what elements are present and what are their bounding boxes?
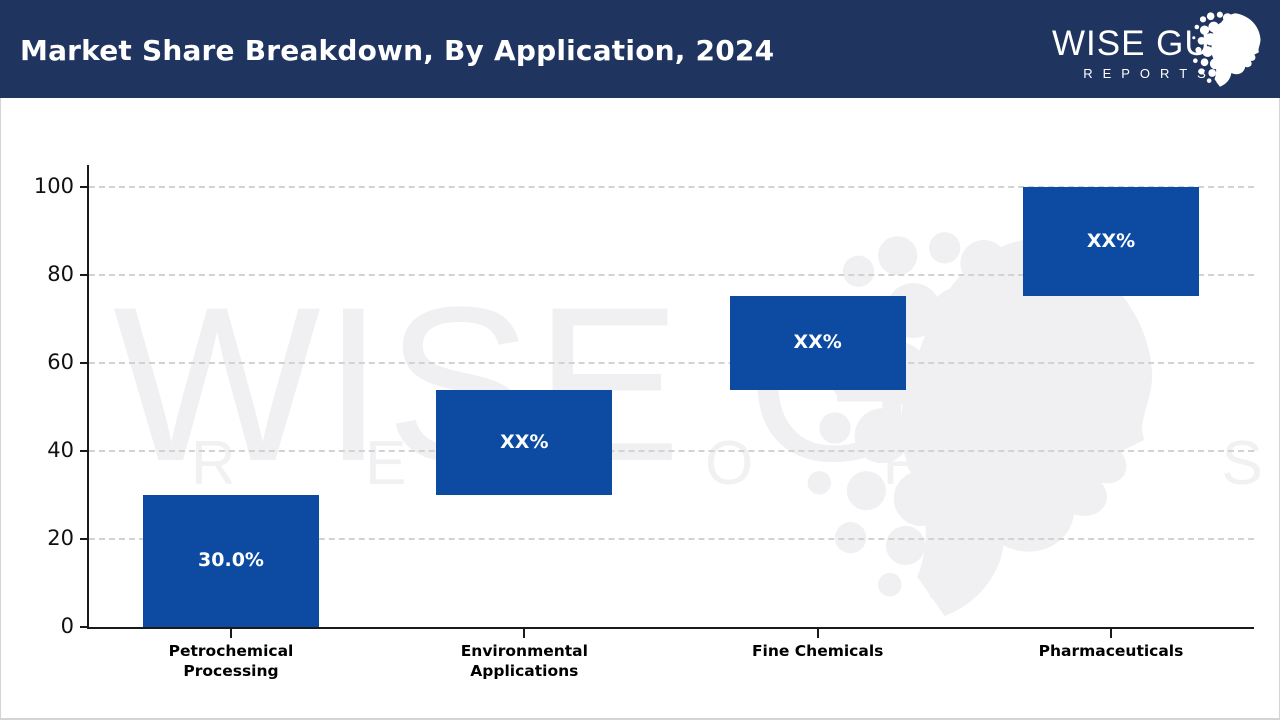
y-tick-label: 20	[47, 526, 74, 550]
x-category-label: Pharmaceuticals	[981, 641, 1241, 661]
wiseguy-logo: WISE GUY REPORTS	[1022, 6, 1272, 94]
y-tick-label: 100	[33, 174, 74, 198]
y-tick-mark	[80, 362, 89, 364]
x-category-label: Fine Chemicals	[688, 641, 948, 661]
y-tick-label: 40	[47, 438, 74, 462]
x-tick-mark	[816, 629, 819, 638]
bar-segment: 30.0%	[143, 495, 319, 627]
x-category-label-line: Processing	[183, 662, 279, 680]
y-axis-line	[87, 165, 89, 629]
header-band: Market Share Breakdown, By Application, …	[0, 0, 1280, 98]
bar-value-label: XX%	[1086, 229, 1136, 252]
x-category-label-line: Pharmaceuticals	[1038, 642, 1184, 660]
bar-segment: XX%	[729, 296, 906, 391]
bar-value-label: XX%	[500, 430, 549, 453]
bar-segment: XX%	[436, 390, 613, 495]
chart-canvas: WISE GU R E P O R T S 0 20 40 60 80 100 30.0% P…	[0, 98, 1280, 720]
y-tick-mark	[80, 626, 89, 628]
y-tick-label: 0	[60, 614, 74, 638]
bar-value-label: XX%	[793, 331, 842, 354]
x-category-label-line: Petrochemical	[168, 642, 294, 660]
x-category-label: Environmental Applications	[394, 641, 654, 681]
bar-segment: XX%	[1022, 187, 1199, 297]
y-gridline	[89, 186, 1254, 188]
x-axis-line	[87, 627, 1254, 629]
y-tick-mark	[80, 538, 89, 540]
wiseguy-reports-text: REPORTS	[1083, 66, 1216, 81]
x-tick-mark	[230, 629, 232, 638]
x-category-label-line: Applications	[470, 662, 579, 680]
x-category-label-line: Environmental	[460, 642, 588, 660]
bar-value-label: 30.0%	[198, 549, 264, 571]
x-category-label: Petrochemical Processing	[101, 641, 361, 681]
y-gridline	[89, 274, 1254, 276]
y-tick-mark	[80, 186, 89, 188]
y-gridline	[89, 538, 1254, 540]
y-gridline	[89, 362, 1254, 364]
x-category-label-line: Fine Chemicals	[751, 642, 884, 660]
y-gridline	[89, 450, 1254, 452]
y-tick-label: 80	[47, 262, 74, 286]
wiseguy-head-icon	[1192, 11, 1261, 87]
x-tick-mark	[523, 629, 526, 638]
x-tick-mark	[1109, 629, 1112, 638]
y-tick-mark	[80, 450, 89, 452]
y-tick-label: 60	[47, 350, 74, 374]
y-tick-mark	[80, 274, 89, 276]
chart-title: Market Share Breakdown, By Application, …	[20, 34, 775, 67]
